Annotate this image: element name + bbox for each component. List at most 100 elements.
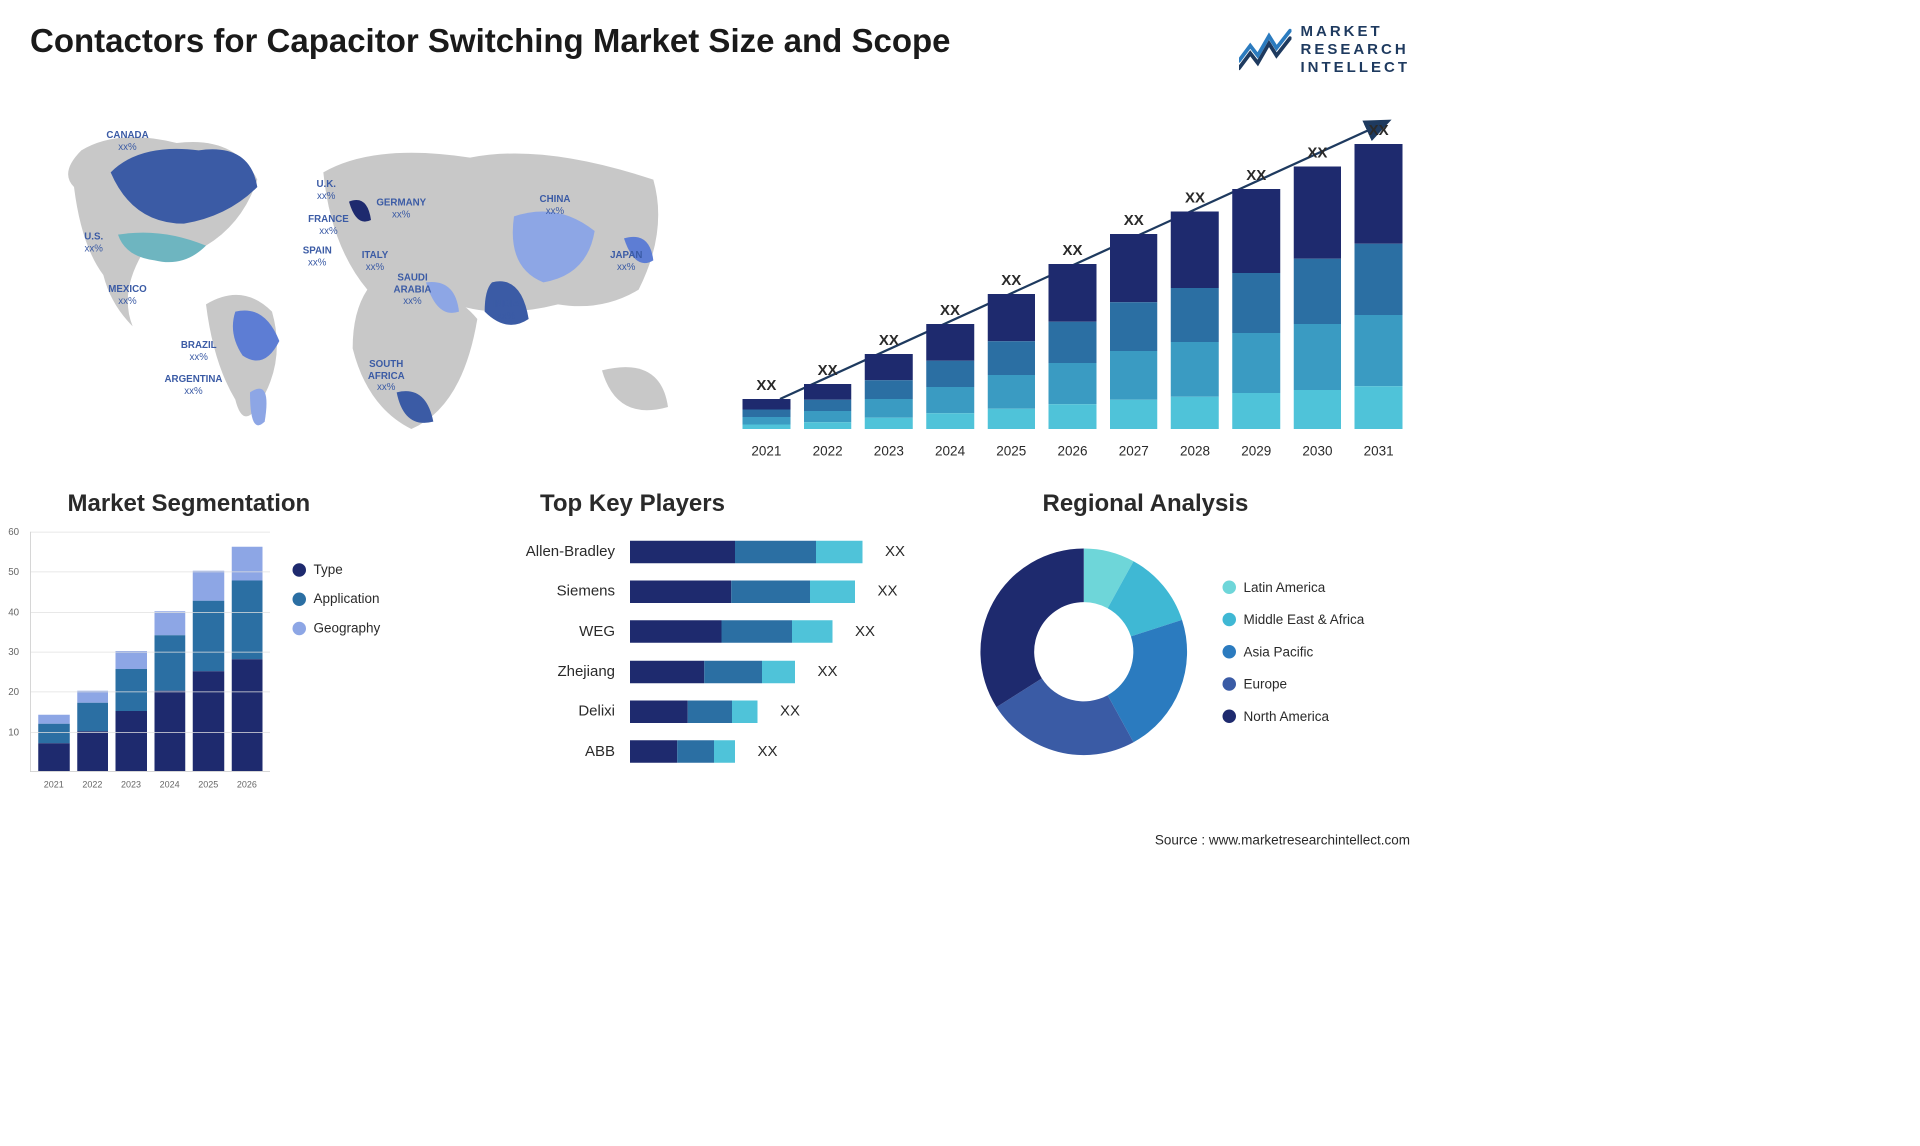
key-player-row: WEG XX: [503, 620, 938, 643]
seg-ytick: 60: [8, 526, 19, 537]
main-xaxis-label: 2028: [1171, 443, 1219, 459]
legend-item: Geography: [293, 620, 381, 636]
key-player-row: Siemens XX: [503, 580, 938, 603]
legend-item: North America: [1223, 708, 1365, 724]
map-label: ITALYxx%: [362, 249, 389, 272]
seg-bar: [116, 651, 147, 771]
logo-line1: MARKET: [1301, 23, 1411, 41]
map-label: FRANCExx%: [308, 213, 349, 236]
key-players-chart: Allen-BradleyXXSiemensXXWEGXXZhejiangXXD…: [503, 532, 938, 772]
seg-bar: [231, 547, 262, 771]
source-text: Source : www.marketresearchintellect.com: [1155, 833, 1410, 849]
main-xaxis-label: 2029: [1232, 443, 1280, 459]
main-bar-chart: XX XX XX XX XX XX XX XX XX XX XX 2021 2022 2023 2024 2…: [735, 99, 1410, 459]
segmentation-chart: 202120222023202420252026 102030405060: [30, 532, 270, 772]
map-label: BRAZILxx%: [181, 339, 217, 362]
main-bar: XX: [1171, 190, 1219, 429]
map-label: INDIAxx%: [493, 298, 520, 321]
key-player-row: Delixi XX: [503, 700, 938, 723]
map-label: SAUDIARABIAxx%: [394, 272, 432, 307]
main-bar-value: XX: [1246, 167, 1266, 184]
main-bar: XX: [1294, 145, 1342, 429]
main-bar-value: XX: [940, 302, 960, 319]
main-xaxis-label: 2027: [1110, 443, 1158, 459]
seg-xaxis-label: 2025: [193, 779, 224, 790]
main-xaxis-label: 2025: [987, 443, 1035, 459]
main-bar-value: XX: [1307, 145, 1327, 162]
legend-item: Middle East & Africa: [1223, 612, 1365, 628]
segmentation-panel: Market Segmentation 20212022202320242025…: [30, 489, 465, 804]
regional-panel: Regional Analysis Latin America Middle Ea…: [975, 489, 1410, 804]
main-xaxis-label: 2026: [1049, 443, 1097, 459]
regional-legend: Latin America Middle East & Africa Asia Pa…: [1223, 579, 1365, 724]
seg-ytick: 30: [8, 646, 19, 657]
key-player-name: Zhejiang: [503, 663, 616, 680]
key-player-value: XX: [878, 583, 898, 600]
main-bar-value: XX: [756, 377, 776, 394]
segmentation-title: Market Segmentation: [68, 489, 466, 517]
map-label: ARGENTINAxx%: [165, 373, 223, 396]
seg-bar: [38, 715, 69, 771]
page-title: Contactors for Capacitor Switching Marke…: [30, 23, 951, 61]
seg-ytick: 50: [8, 566, 19, 577]
map-label: U.K.xx%: [317, 178, 337, 201]
main-bar-value: XX: [1185, 190, 1205, 207]
main-bar: XX: [1355, 122, 1403, 429]
main-bar-value: XX: [1124, 212, 1144, 229]
seg-xaxis-label: 2023: [116, 779, 147, 790]
key-player-value: XX: [818, 663, 838, 680]
main-bar: XX: [743, 377, 791, 429]
seg-xaxis-label: 2024: [154, 779, 185, 790]
main-bar-value: XX: [879, 332, 899, 349]
main-bar: XX: [926, 302, 974, 429]
main-bar: XX: [987, 272, 1035, 429]
main-bar-value: XX: [818, 362, 838, 379]
main-xaxis-label: 2023: [865, 443, 913, 459]
map-label: CANADAxx%: [106, 129, 148, 152]
key-player-row: Allen-BradleyXX: [503, 540, 938, 563]
logo-icon: [1239, 27, 1292, 72]
seg-xaxis-label: 2026: [231, 779, 262, 790]
logo: MARKET RESEARCH INTELLECT: [1239, 23, 1410, 77]
key-player-name: WEG: [503, 623, 616, 640]
main-bar: XX: [865, 332, 913, 429]
key-players-panel: Top Key Players Allen-BradleyXXSiemensXX…: [503, 489, 938, 804]
map-label: JAPANxx%: [610, 249, 642, 272]
donut-segment: [980, 548, 1083, 707]
key-player-value: XX: [758, 743, 778, 760]
legend-item: Europe: [1223, 676, 1365, 692]
map-label: CHINAxx%: [540, 193, 571, 216]
key-player-row: Zhejiang XX: [503, 660, 938, 683]
key-player-name: Siemens: [503, 583, 616, 600]
main-xaxis-label: 2021: [743, 443, 791, 459]
regional-title: Regional Analysis: [1043, 489, 1411, 517]
seg-xaxis-label: 2021: [38, 779, 69, 790]
main-xaxis-label: 2024: [926, 443, 974, 459]
map-label: SPAINxx%: [303, 245, 332, 268]
logo-line2: RESEARCH: [1301, 41, 1411, 59]
key-player-row: ABB XX: [503, 740, 938, 763]
key-player-value: XX: [855, 623, 875, 640]
main-bar-value: XX: [1063, 242, 1083, 259]
main-bar: XX: [1110, 212, 1158, 429]
seg-bar: [193, 571, 224, 771]
main-bar: XX: [804, 362, 852, 429]
map-label: U.S.xx%: [84, 230, 103, 253]
world-map: CANADAxx%U.S.xx%MEXICOxx%BRAZILxx%ARGENT…: [30, 99, 690, 459]
seg-ytick: 40: [8, 606, 19, 617]
key-players-title: Top Key Players: [540, 489, 938, 517]
key-player-name: Allen-Bradley: [503, 543, 616, 560]
main-bar: XX: [1232, 167, 1280, 429]
seg-ytick: 10: [8, 726, 19, 737]
seg-xaxis-label: 2022: [77, 779, 108, 790]
legend-item: Type: [293, 562, 381, 578]
main-xaxis-label: 2022: [804, 443, 852, 459]
key-player-name: Delixi: [503, 703, 616, 720]
key-player-name: ABB: [503, 743, 616, 760]
seg-ytick: 20: [8, 686, 19, 697]
main-bar: XX: [1049, 242, 1097, 429]
key-player-value: XX: [780, 703, 800, 720]
legend-item: Asia Pacific: [1223, 644, 1365, 660]
legend-item: Latin America: [1223, 579, 1365, 595]
main-bar-value: XX: [1369, 122, 1389, 139]
